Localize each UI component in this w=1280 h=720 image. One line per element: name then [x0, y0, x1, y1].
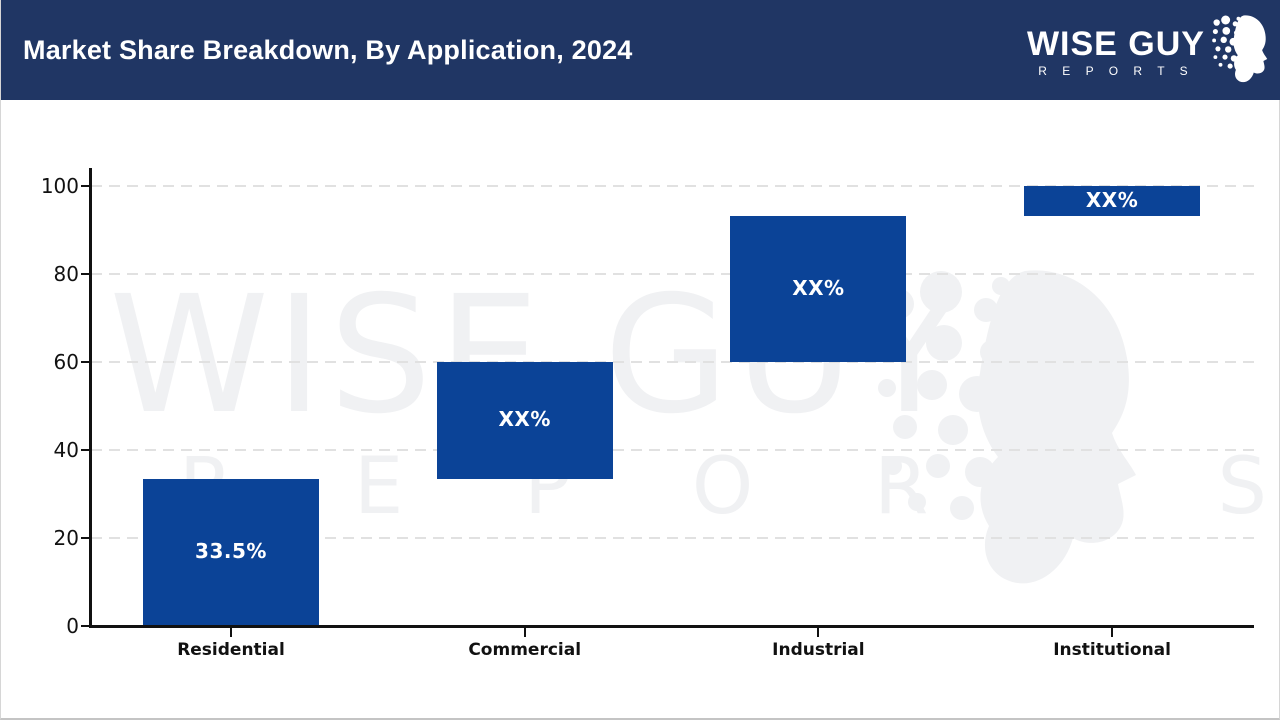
bar-label-institutional: XX% — [1085, 187, 1139, 212]
bar-residential — [143, 478, 319, 626]
gridline-100 — [91, 185, 1254, 187]
y-tick-mark — [81, 185, 89, 187]
y-tick-mark — [81, 273, 89, 275]
y-tick-mark — [81, 449, 89, 451]
gridline-20 — [91, 537, 1254, 539]
page-title: Market Share Breakdown, By Application, … — [23, 34, 633, 65]
bar-industrial — [730, 215, 907, 362]
x-tick-mark — [817, 628, 820, 637]
wiseguy-logo: WISE GUY R E P O R T S — [1027, 6, 1273, 98]
wiseguy-head-icon — [1209, 8, 1273, 96]
bar-commercial — [436, 362, 613, 479]
x-tick-mark — [1111, 628, 1114, 637]
x-tick-label-residential: Residential — [177, 640, 285, 660]
gridline-80 — [91, 273, 1254, 275]
x-tick-label-industrial: Industrial — [772, 640, 865, 660]
y-tick-mark — [81, 625, 89, 627]
bar-institutional — [1024, 186, 1201, 216]
wiseguy-logo-sub: R E P O R T S — [1038, 63, 1194, 78]
y-tick-label: 40 — [53, 438, 79, 462]
bar-label-residential: 33.5% — [195, 539, 267, 564]
bar-label-industrial: XX% — [792, 275, 845, 300]
x-tick-mark — [523, 628, 526, 637]
y-tick-mark — [81, 537, 89, 539]
y-tick-label: 20 — [53, 526, 79, 550]
y-tick-label: 80 — [53, 262, 79, 286]
wiseguy-logo-text: WISE GUY R E P O R T S — [1027, 27, 1205, 78]
bar-label-commercial: XX% — [498, 407, 551, 432]
y-tick-label: 100 — [40, 174, 79, 198]
x-axis-line — [89, 625, 1254, 628]
x-tick-label-institutional: Institutional — [1053, 640, 1171, 660]
y-tick-mark — [81, 361, 89, 363]
y-tick-label: 0 — [66, 614, 79, 638]
y-axis-line — [89, 168, 92, 628]
x-tick-label-commercial: Commercial — [468, 640, 582, 660]
wiseguy-logo-name: WISE GUY — [1026, 24, 1205, 63]
gridline-40 — [91, 449, 1254, 451]
gridline-60 — [91, 361, 1254, 363]
x-tick-mark — [230, 628, 232, 637]
header-bar: Market Share Breakdown, By Application, … — [1, 0, 1280, 100]
watermark-head-icon — [863, 222, 1163, 666]
y-tick-label: 60 — [53, 350, 79, 374]
